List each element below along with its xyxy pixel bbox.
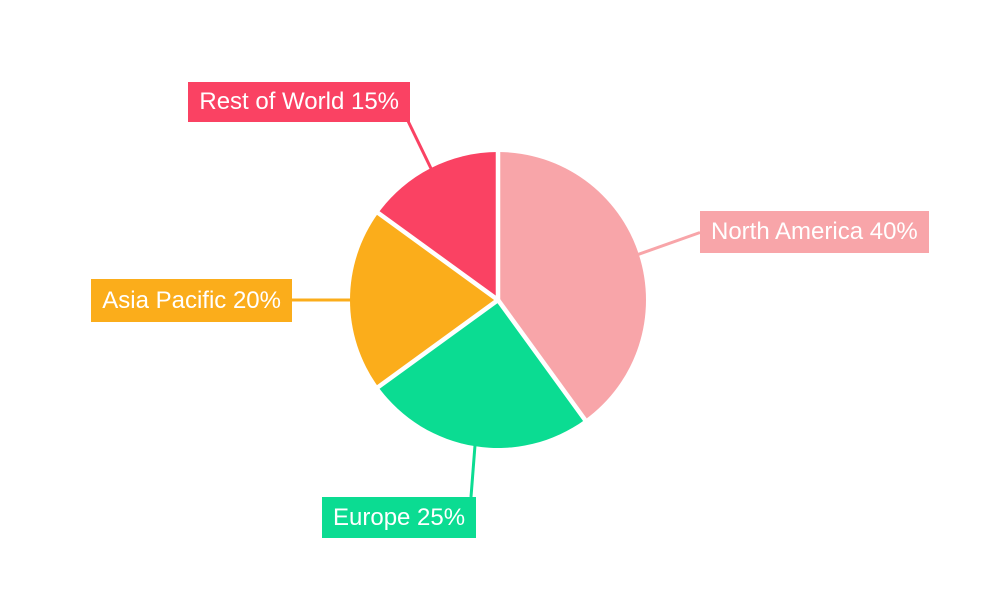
leader-line-north-america xyxy=(637,231,701,256)
pie-slice-north-america[interactable] xyxy=(498,152,647,420)
slice-label-north-america: North America 40% xyxy=(700,211,929,253)
slice-label-asia-pacific: Asia Pacific 20% xyxy=(91,279,292,322)
leader-line-europe xyxy=(469,445,477,498)
slice-label-rest-of-world: Rest of World 15% xyxy=(188,82,410,122)
slice-separator xyxy=(496,298,588,422)
pie-slice-rest-of-world[interactable] xyxy=(378,152,498,300)
slice-separator xyxy=(376,210,500,302)
pie-slice-asia-pacific[interactable] xyxy=(350,213,498,387)
leader-line-rest-of-world xyxy=(406,120,433,170)
slice-separator xyxy=(376,298,500,390)
pie-slice-europe[interactable] xyxy=(378,300,585,448)
slice-label-europe: Europe 25% xyxy=(322,497,477,538)
